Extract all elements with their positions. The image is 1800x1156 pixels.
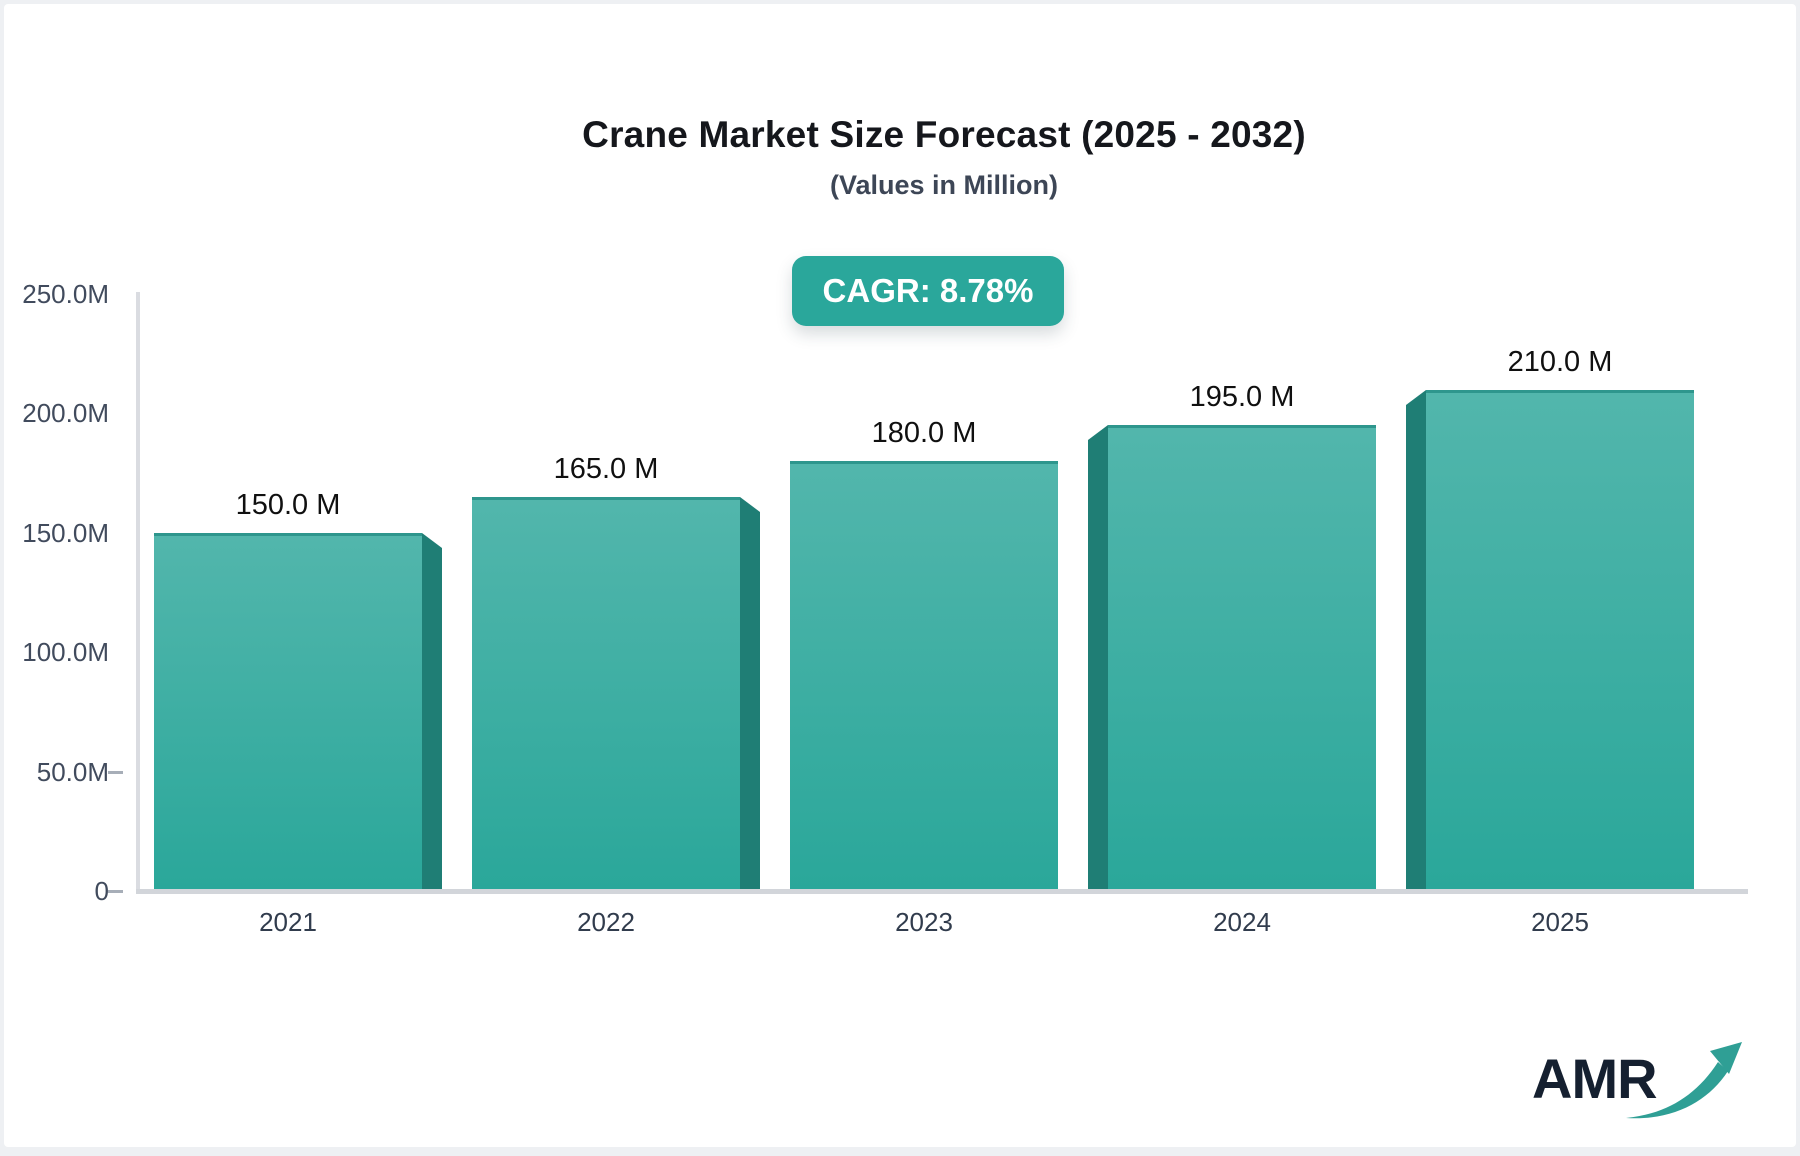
bar-2025 xyxy=(1426,390,1694,891)
cagr-badge: CAGR: 8.78% xyxy=(792,256,1064,326)
chart-card: Crane Market Size Forecast (2025 - 2032)… xyxy=(4,4,1796,1147)
bar-value-label: 195.0 M xyxy=(1189,381,1295,413)
y-tick-label: 100.0M xyxy=(22,637,109,668)
x-tick-label: 2024 xyxy=(1213,907,1271,937)
plot-area: 250.0M 200.0M 150.0M 100.0M 50.0M 0 150.0 M 16… xyxy=(4,4,1800,1156)
bar-side-3d xyxy=(1406,390,1426,891)
brand-logo-text: AMR xyxy=(1532,1047,1658,1110)
bar-2022 xyxy=(472,497,740,891)
x-tick-label: 2022 xyxy=(577,907,635,937)
y-tick-label: 0 xyxy=(94,876,109,906)
bar-side-3d xyxy=(1088,425,1108,891)
bar-side-3d xyxy=(740,497,760,891)
x-tick-label: 2021 xyxy=(259,907,317,937)
x-tick-label: 2023 xyxy=(895,907,953,937)
bar-value-label: 210.0 M xyxy=(1507,346,1613,378)
y-axis-line xyxy=(136,292,140,891)
bar-value-label: 180.0 M xyxy=(871,417,977,449)
x-tick-label: 2025 xyxy=(1531,907,1589,937)
bar-2023 xyxy=(790,461,1058,891)
y-tick-label: 200.0M xyxy=(22,398,109,429)
trend-arrow-icon xyxy=(1626,1042,1742,1119)
y-tick-label: 50.0M xyxy=(36,756,109,787)
bar-2024 xyxy=(1108,425,1376,891)
x-axis-line xyxy=(136,889,1748,894)
bar-value-label: 165.0 M xyxy=(553,453,659,485)
brand-logo: AMR xyxy=(1532,1038,1742,1128)
bar-value-label: 150.0 M xyxy=(235,489,341,521)
y-tick-dash xyxy=(108,890,123,893)
bar-2021 xyxy=(154,533,422,891)
bar-side-3d xyxy=(422,533,442,891)
y-tick-dash xyxy=(108,770,123,774)
chart-subtitle: (Values in Million) xyxy=(829,170,1059,200)
chart-title: Crane Market Size Forecast (2025 - 2032) xyxy=(582,114,1306,155)
y-tick-label: 250.0M xyxy=(22,279,109,309)
y-tick-label: 150.0M xyxy=(22,517,109,548)
